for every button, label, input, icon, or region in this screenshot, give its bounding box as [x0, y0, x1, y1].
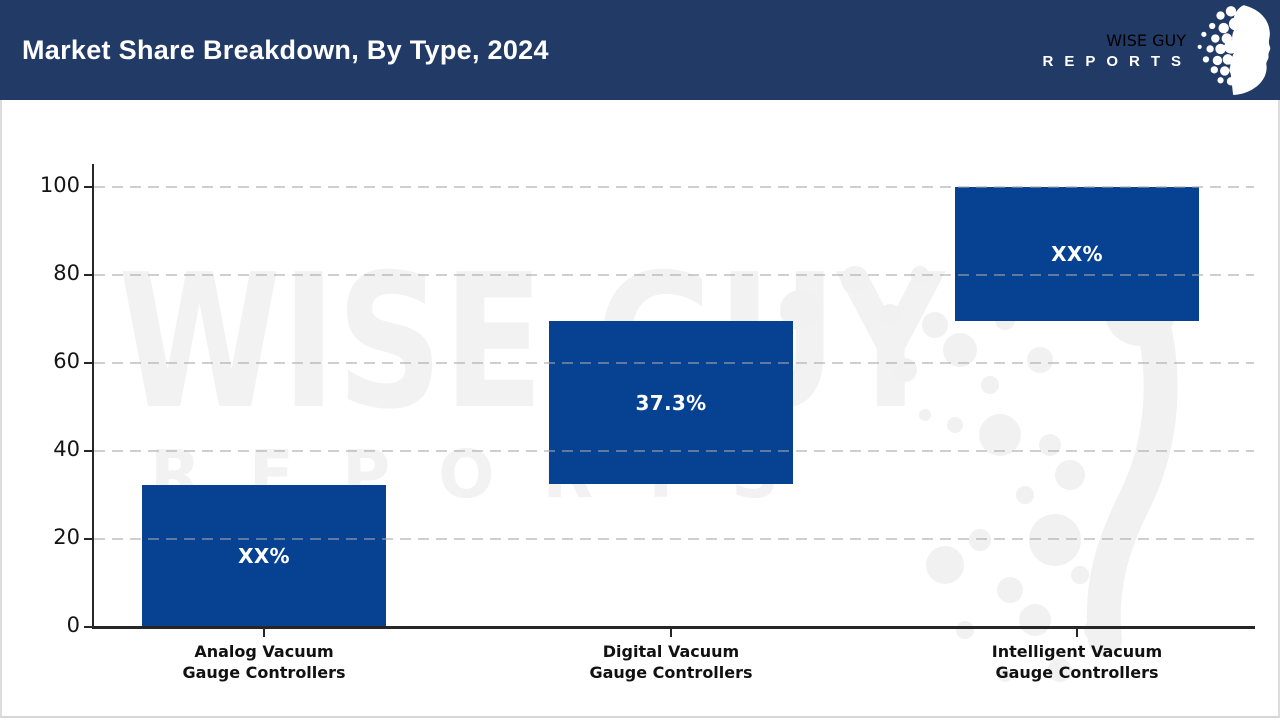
brand-logo: WISE GUY REPORTS: [1042, 3, 1280, 97]
y-tick: [84, 186, 92, 188]
bar-value-label: XX%: [238, 543, 290, 568]
bar-value-label: XX%: [1051, 242, 1103, 266]
bar-value-label: 37.3%: [635, 390, 707, 415]
y-tick-label: 80: [53, 261, 80, 285]
x-tick: [263, 629, 265, 637]
logo-line2: REPORTS: [1042, 52, 1192, 70]
y-tick: [84, 450, 92, 452]
watermark-face-icon: [780, 243, 1178, 682]
logo-line1: WISE GUY: [1106, 30, 1186, 50]
y-tick: [84, 274, 92, 276]
category-line: Intelligent Vacuum: [991, 642, 1163, 661]
y-tick-label: 100: [39, 173, 80, 197]
logo-face-icon: [1197, 5, 1271, 95]
page-title: Market Share Breakdown, By Type, 2024: [22, 34, 549, 65]
y-tick-label: 20: [53, 525, 80, 549]
y-axis-line: [92, 164, 94, 628]
gridline-20: [94, 538, 1254, 540]
category-line: Gauge Controllers: [589, 663, 753, 682]
chart-canvas: WISE GUY REPORTS: [0, 100, 1280, 720]
x-axis-line: [92, 626, 1255, 629]
header: Market Share Breakdown, By Type, 2024 WI…: [0, 0, 1280, 100]
x-category-label-analog: Analog Vacuum Gauge Controllers: [104, 641, 424, 683]
category-line: Analog Vacuum: [194, 642, 334, 661]
x-tick: [1076, 629, 1078, 637]
category-line: Digital Vacuum: [602, 642, 740, 661]
x-category-label-intelligent: Intelligent Vacuum Gauge Controllers: [917, 641, 1237, 683]
page-border: [0, 100, 1280, 718]
bar-digital-vacuum: 37.3%: [549, 321, 793, 484]
gridline-80: [94, 274, 1254, 276]
gridline-40: [94, 450, 1254, 452]
gridline-60: [94, 362, 1254, 364]
logo-wordmark: WISE GUY REPORTS: [1042, 31, 1186, 70]
y-tick: [84, 626, 92, 628]
bar-analog-vacuum: XX%: [142, 485, 386, 626]
y-tick-label: 60: [53, 349, 80, 373]
y-tick: [84, 538, 92, 540]
category-line: Gauge Controllers: [995, 663, 1159, 682]
y-tick-label: 40: [53, 437, 80, 461]
watermark-wordmark: WISE GUY: [118, 234, 945, 450]
x-category-label-digital: Digital Vacuum Gauge Controllers: [511, 641, 831, 683]
bar-intelligent-vacuum: XX%: [955, 187, 1199, 321]
gridline-100: [94, 186, 1254, 188]
y-tick: [84, 362, 92, 364]
x-tick: [670, 629, 672, 637]
y-tick-label: 0: [66, 613, 80, 637]
category-line: Gauge Controllers: [182, 663, 346, 682]
